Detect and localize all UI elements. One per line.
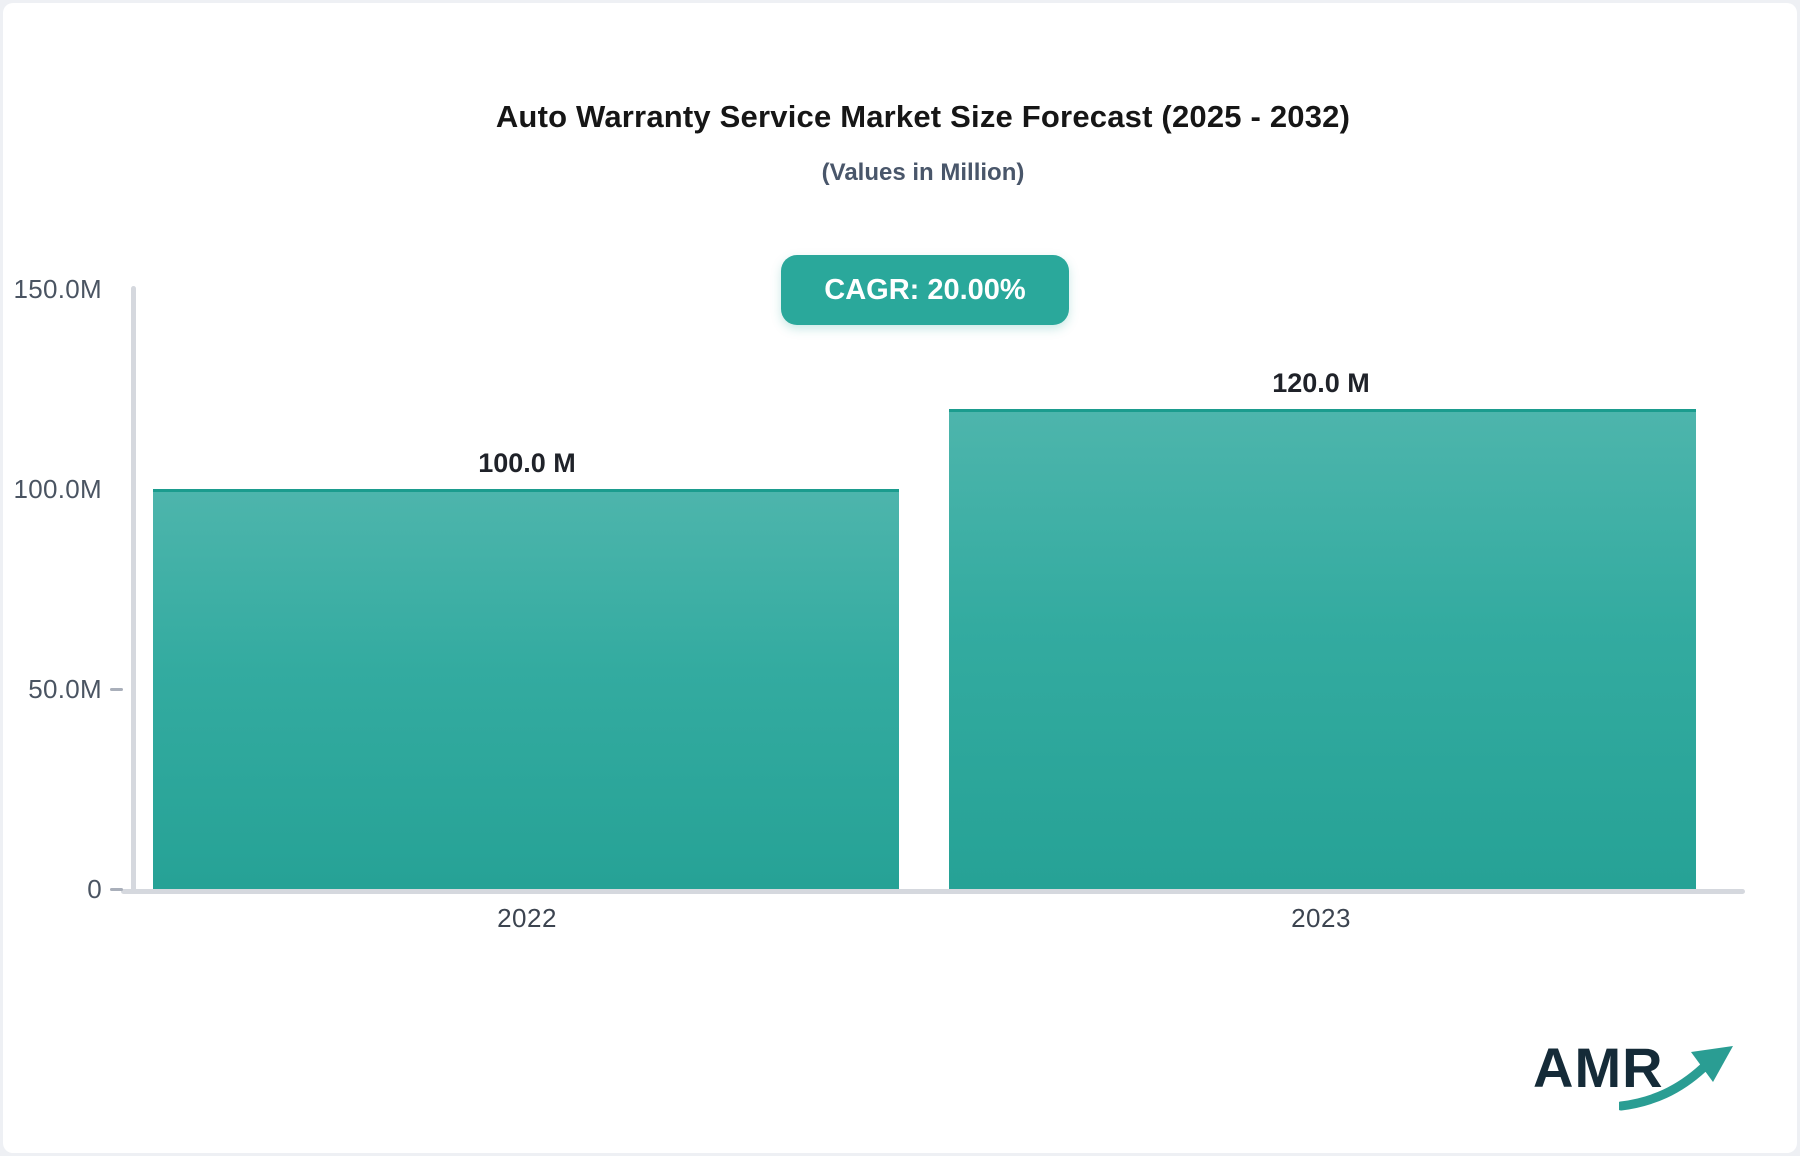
- tick-dash: [110, 887, 123, 891]
- cagr-badge: CAGR: 20.00%: [781, 255, 1069, 325]
- x-axis-line: [121, 889, 1745, 894]
- y-tick-label: 50.0M: [28, 673, 102, 704]
- y-axis-labels: 150.0M 100.0M 50.0M 0: [3, 274, 125, 904]
- y-tick-label: 0: [87, 873, 102, 904]
- y-tick-label: 150.0M: [13, 273, 102, 304]
- y-tick-0: 0: [3, 873, 125, 905]
- y-axis-line: [131, 286, 136, 892]
- chart-title: Auto Warranty Service Market Size Foreca…: [495, 99, 1351, 134]
- y-tick-150: 150.0M: [3, 273, 125, 305]
- amr-logo: AMR: [1533, 1033, 1733, 1113]
- bar-value-label-2023: 120.0 M: [1272, 368, 1370, 398]
- bar-2023: [949, 409, 1696, 889]
- growth-arrow-icon: [1619, 1046, 1733, 1111]
- bar-2022: [153, 489, 899, 889]
- amr-logo-text: AMR: [1533, 1036, 1664, 1099]
- chart-canvas: Auto Warranty Service Market Size Foreca…: [3, 3, 1797, 1153]
- y-tick-label: 100.0M: [13, 473, 102, 504]
- plot-area: 100.0 M 120.0 M 2022 2023: [133, 289, 1745, 933]
- y-tick-100: 100.0M: [3, 473, 125, 505]
- cagr-badge-label: CAGR: 20.00%: [824, 273, 1026, 306]
- x-tick-2023: 2023: [1291, 903, 1351, 933]
- chart-subtitle: (Values in Million): [821, 159, 1025, 186]
- bar-value-label-2022: 100.0 M: [478, 448, 576, 478]
- x-tick-2022: 2022: [497, 903, 557, 933]
- tick-dash: [110, 687, 123, 691]
- y-tick-50: 50.0M: [3, 673, 125, 705]
